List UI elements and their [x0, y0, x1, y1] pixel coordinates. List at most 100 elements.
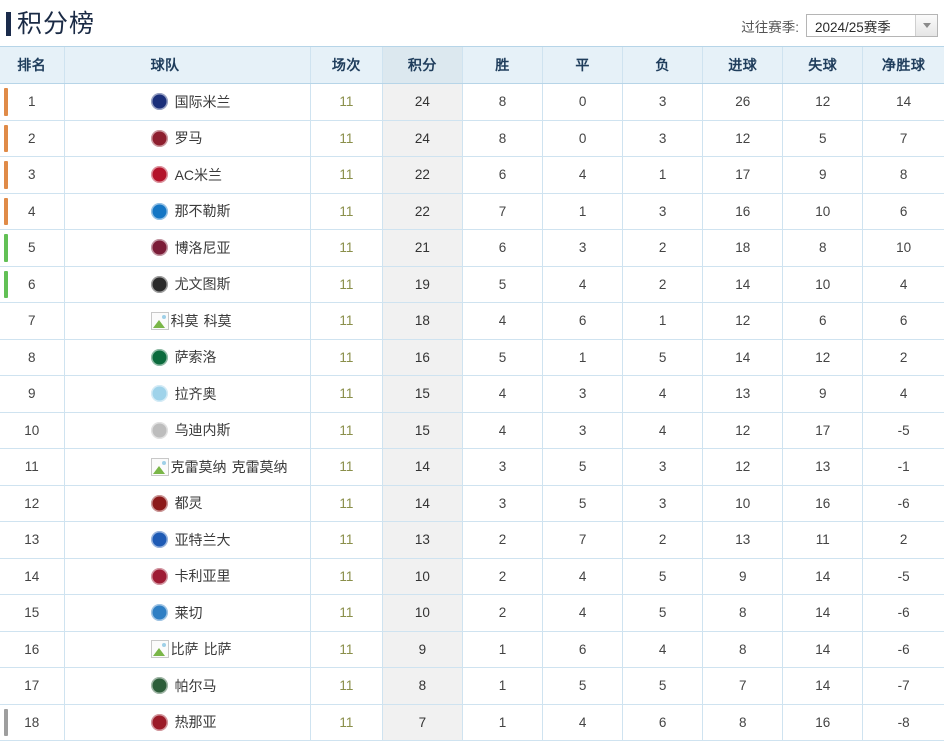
team-link[interactable]: 都灵: [65, 486, 310, 521]
team-link[interactable]: 博洛尼亚: [65, 230, 310, 265]
cell-draw: 5: [542, 667, 623, 705]
column-header-points[interactable]: 积分: [381, 46, 463, 84]
team-link[interactable]: 那不勒斯: [65, 194, 310, 229]
cell-draw: 4: [542, 558, 623, 595]
table-row[interactable]: 7 科莫 科莫 11 18 4 6 1 12 6 6: [0, 302, 944, 340]
table-row[interactable]: 6 尤文图斯 11 19 5 4 2 14 10 4: [0, 266, 944, 303]
standings-table: 排名 球队 场次 积分胜平负进球 失球 净胜球 1 国际米兰 11 24 8 0 3 26 12 14 2 罗马…: [0, 46, 944, 741]
cell-draw: 3: [542, 229, 623, 267]
cell-team[interactable]: 尤文图斯: [63, 266, 311, 303]
column-header-rank[interactable]: 排名: [0, 46, 65, 84]
team-link[interactable]: 乌迪内斯: [65, 413, 310, 448]
column-header-played[interactable]: 场次: [309, 46, 383, 84]
cell-goal-difference: -6: [862, 631, 944, 668]
table-row[interactable]: 11 克雷莫纳 克雷莫纳 11 14 3 5 3 12 13 -1: [0, 448, 944, 486]
team-link[interactable]: 比萨 比萨: [65, 632, 310, 667]
column-header-draw[interactable]: 平: [542, 46, 623, 84]
rank-value: 6: [28, 276, 36, 292]
cell-team[interactable]: 萨索洛: [63, 339, 311, 376]
table-row[interactable]: 8 萨索洛 11 16 5 1 5 14 12 2: [0, 339, 944, 376]
table-row[interactable]: 12 都灵 11 14 3 5 3 10 16 -6: [0, 485, 944, 522]
column-header-loss[interactable]: 负: [622, 46, 703, 84]
cell-played: 11: [309, 120, 383, 157]
cell-goal-difference: -7: [862, 667, 944, 705]
team-name: 卡利亚里: [174, 568, 231, 585]
team-link[interactable]: 克雷莫纳 克雷莫纳: [65, 449, 310, 484]
cell-goals-for: 14: [702, 339, 783, 376]
team-name: 那不勒斯: [174, 203, 231, 220]
team-link[interactable]: 科莫 科莫: [65, 303, 310, 338]
table-row[interactable]: 3 AC米兰 11 22 6 4 1 17 9 8: [0, 156, 944, 194]
cell-rank: 12: [0, 485, 65, 522]
page-title: 积分榜: [6, 9, 95, 39]
cell-played: 11: [309, 448, 383, 486]
cell-team[interactable]: 亚特兰大: [63, 521, 311, 559]
rank-value: 2: [28, 130, 36, 146]
column-header-team[interactable]: 球队: [63, 46, 311, 84]
cell-team[interactable]: 莱切: [63, 594, 311, 632]
cell-team[interactable]: AC米兰: [63, 156, 311, 194]
table-row[interactable]: 14 卡利亚里 11 10 2 4 5 9 14 -5: [0, 558, 944, 595]
team-link[interactable]: 莱切: [65, 595, 310, 630]
team-link[interactable]: 尤文图斯: [65, 267, 310, 302]
column-header-win[interactable]: 胜: [461, 46, 543, 84]
team-link[interactable]: 国际米兰: [65, 84, 310, 119]
cell-rank: 9: [0, 375, 65, 413]
table-row[interactable]: 16 比萨 比萨 11 9 1 6 4 8 14 -6: [0, 631, 944, 668]
table-row[interactable]: 18 热那亚 11 7 1 4 6 8 16 -8: [0, 704, 944, 741]
cell-win: 1: [461, 704, 543, 741]
table-row[interactable]: 17 帕尔马 11 8 1 5 5 7 14 -7: [0, 667, 944, 705]
season-selected-value[interactable]: 2024/25赛季: [807, 15, 915, 36]
team-link[interactable]: 帕尔马: [65, 668, 310, 703]
cell-draw: 5: [542, 485, 623, 522]
cell-loss: 3: [622, 120, 703, 157]
chevron-down-icon[interactable]: [915, 15, 937, 36]
team-link[interactable]: 罗马: [65, 121, 310, 156]
team-link[interactable]: 热那亚: [65, 705, 310, 740]
team-link[interactable]: 亚特兰大: [65, 522, 310, 557]
page-title-text: 积分榜: [17, 10, 96, 38]
cell-team[interactable]: 热那亚: [63, 704, 311, 741]
cell-team[interactable]: 卡利亚里: [63, 558, 311, 595]
team-link[interactable]: 萨索洛: [65, 340, 310, 375]
cell-goals-for: 26: [702, 83, 783, 121]
cell-played: 11: [309, 266, 383, 303]
cell-win: 8: [461, 120, 543, 157]
team-link[interactable]: 卡利亚里: [65, 559, 310, 594]
cell-team[interactable]: 国际米兰: [63, 83, 311, 121]
table-row[interactable]: 1 国际米兰 11 24 8 0 3 26 12 14: [0, 83, 944, 121]
cell-draw: 5: [542, 448, 623, 486]
cell-team[interactable]: 罗马: [63, 120, 311, 157]
team-logo-icon: [150, 604, 168, 622]
column-header-ga[interactable]: 失球: [782, 46, 863, 84]
table-row[interactable]: 13 亚特兰大 11 13 2 7 2 13 11 2: [0, 521, 944, 559]
cell-loss: 1: [622, 156, 703, 194]
season-select[interactable]: 2024/25赛季: [806, 14, 938, 37]
table-row[interactable]: 4 那不勒斯 11 22 7 1 3 16 10 6: [0, 193, 944, 230]
table-row[interactable]: 5 博洛尼亚 11 21 6 3 2 18 8 10: [0, 229, 944, 267]
column-header-gf[interactable]: 进球: [702, 46, 783, 84]
cell-team[interactable]: 那不勒斯: [63, 193, 311, 230]
team-link[interactable]: AC米兰: [65, 157, 310, 192]
season-picker[interactable]: 过往赛季: 2024/25赛季: [741, 14, 938, 37]
cell-team[interactable]: 克雷莫纳 克雷莫纳: [63, 448, 311, 486]
cell-team[interactable]: 科莫 科莫: [63, 302, 311, 340]
cell-goals-against: 17: [782, 412, 863, 449]
cell-team[interactable]: 帕尔马: [63, 667, 311, 705]
team-logo-icon: [150, 348, 168, 366]
cell-team[interactable]: 都灵: [63, 485, 311, 522]
cell-team[interactable]: 拉齐奥: [63, 375, 311, 413]
cell-team[interactable]: 比萨 比萨: [63, 631, 311, 668]
cell-team[interactable]: 乌迪内斯: [63, 412, 311, 449]
table-row[interactable]: 15 莱切 11 10 2 4 5 8 14 -6: [0, 594, 944, 632]
table-row[interactable]: 2 罗马 11 24 8 0 3 12 5 7: [0, 120, 944, 157]
cell-team[interactable]: 博洛尼亚: [63, 229, 311, 267]
cell-loss: 2: [622, 266, 703, 303]
table-header-row: 排名 球队 场次 积分胜平负进球 失球 净胜球: [0, 46, 944, 84]
table-row[interactable]: 10 乌迪内斯 11 15 4 3 4 12 17 -5: [0, 412, 944, 449]
column-header-gd[interactable]: 净胜球: [862, 46, 944, 84]
table-row[interactable]: 9 拉齐奥 11 15 4 3 4 13 9 4: [0, 375, 944, 413]
cell-goals-against: 12: [782, 83, 863, 121]
team-link[interactable]: 拉齐奥: [65, 376, 310, 411]
cell-draw: 4: [542, 266, 623, 303]
